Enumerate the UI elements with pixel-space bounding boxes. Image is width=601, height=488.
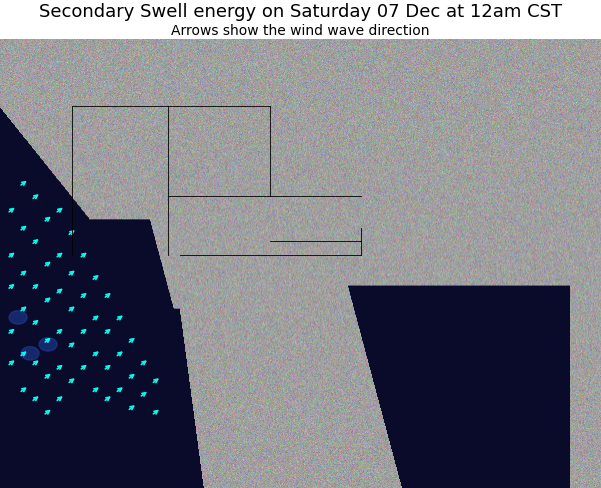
Circle shape bbox=[39, 338, 57, 351]
Text: Arrows show the wind wave direction: Arrows show the wind wave direction bbox=[171, 24, 430, 38]
Circle shape bbox=[9, 311, 27, 325]
Circle shape bbox=[21, 347, 39, 360]
Text: Secondary Swell energy on Saturday 07 Dec at 12am CST: Secondary Swell energy on Saturday 07 De… bbox=[39, 3, 562, 21]
